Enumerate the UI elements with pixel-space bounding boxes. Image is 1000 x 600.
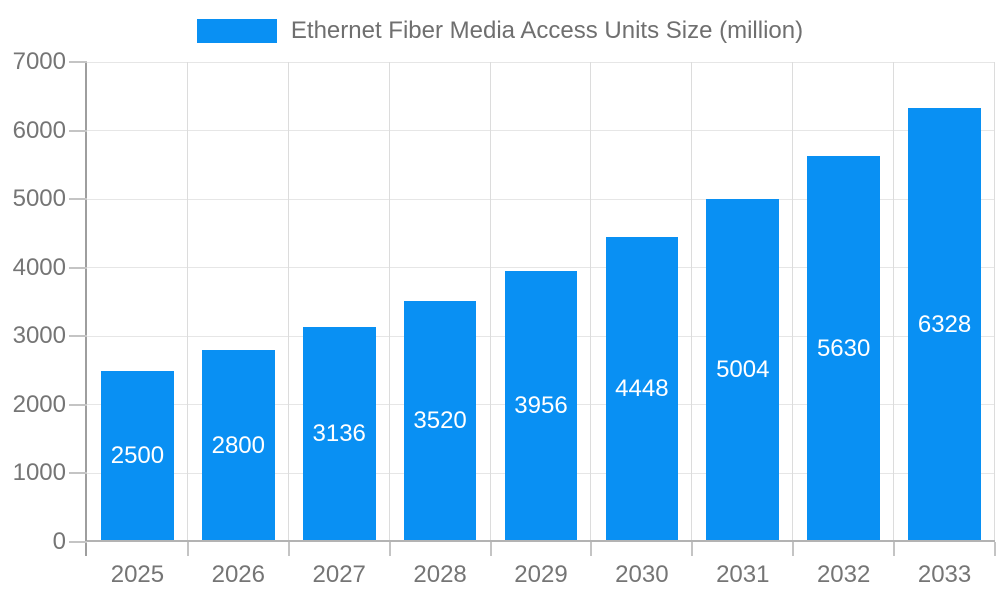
gridline-vertical <box>893 62 895 542</box>
bar <box>706 198 780 542</box>
x-axis-tick <box>388 542 391 556</box>
bar-value-label: 3520 <box>413 407 467 435</box>
y-axis-tick <box>69 541 87 543</box>
chart-legend[interactable]: Ethernet Fiber Media Access Units Size (… <box>0 17 1000 45</box>
y-axis-tick <box>69 335 87 338</box>
y-axis-tick <box>69 198 87 201</box>
y-axis-tick <box>69 129 87 132</box>
bar-value-label: 3136 <box>312 420 366 448</box>
gridline-vertical <box>388 62 390 542</box>
bar-value-label: 2500 <box>110 442 165 470</box>
x-axis-tick <box>792 542 795 556</box>
bar <box>605 236 679 542</box>
x-axis-label: 2025 <box>110 561 165 588</box>
legend-label: Ethernet Fiber Media Access Units Size (… <box>290 17 804 44</box>
gridline-vertical <box>489 62 491 542</box>
y-axis-label: 0 <box>52 528 66 555</box>
bar <box>403 300 477 542</box>
gridline-vertical <box>186 62 188 542</box>
gridline-vertical <box>792 62 794 542</box>
x-axis-label: 2028 <box>413 561 467 588</box>
bar <box>908 108 981 542</box>
x-axis-tick <box>590 542 593 556</box>
x-axis-tick <box>287 542 290 556</box>
gridline-horizontal <box>87 198 995 200</box>
bar <box>302 326 376 542</box>
x-axis-label: 2032 <box>816 561 871 588</box>
bar-value-label: 3956 <box>514 392 568 420</box>
gridline-horizontal <box>87 61 995 63</box>
legend-swatch-icon <box>196 19 277 43</box>
x-axis-tick <box>691 542 694 556</box>
gridline-vertical <box>994 62 995 542</box>
gridline-vertical <box>287 62 289 542</box>
bar-value-label: 2800 <box>211 432 265 459</box>
bar <box>504 270 578 542</box>
x-axis-label: 2030 <box>615 561 669 588</box>
y-axis-tick <box>69 403 87 406</box>
x-axis-tick <box>893 542 896 556</box>
bar <box>807 155 880 542</box>
bar-value-label: 4448 <box>615 375 669 403</box>
y-axis-label: 7000 <box>12 48 66 75</box>
plot-area: 2500 2800 3136 3520 3956 4448 5004 5630 6328 <box>87 61 995 542</box>
y-axis-line <box>85 62 87 556</box>
gridline-vertical <box>590 62 592 542</box>
x-axis-tick <box>994 542 996 556</box>
x-axis-label: 2026 <box>211 561 265 588</box>
gridline-vertical <box>691 62 693 542</box>
y-axis-label: 5000 <box>12 185 66 213</box>
x-axis-label: 2027 <box>312 561 366 588</box>
x-axis-label: 2031 <box>716 561 770 588</box>
y-axis-label: 1000 <box>12 459 66 487</box>
bar-value-label: 5004 <box>716 356 770 384</box>
gridline-horizontal <box>87 130 995 132</box>
bar <box>101 370 174 542</box>
gridline-horizontal <box>87 267 995 269</box>
bar-value-label: 6328 <box>917 311 972 339</box>
x-axis-line <box>87 540 995 542</box>
bar-value-label: 5630 <box>816 334 871 362</box>
y-axis-tick <box>69 61 87 63</box>
x-axis-label: 2033 <box>917 561 972 588</box>
x-axis-tick <box>186 542 189 556</box>
bar <box>202 350 275 542</box>
x-axis-tick <box>489 542 492 556</box>
y-axis-label: 4000 <box>12 253 66 281</box>
y-axis-label: 2000 <box>12 390 66 418</box>
y-axis-tick <box>69 266 87 269</box>
x-axis-label: 2029 <box>514 561 568 588</box>
y-axis-tick <box>69 472 87 475</box>
y-axis-label: 6000 <box>12 116 66 144</box>
y-axis-label: 3000 <box>12 322 66 350</box>
